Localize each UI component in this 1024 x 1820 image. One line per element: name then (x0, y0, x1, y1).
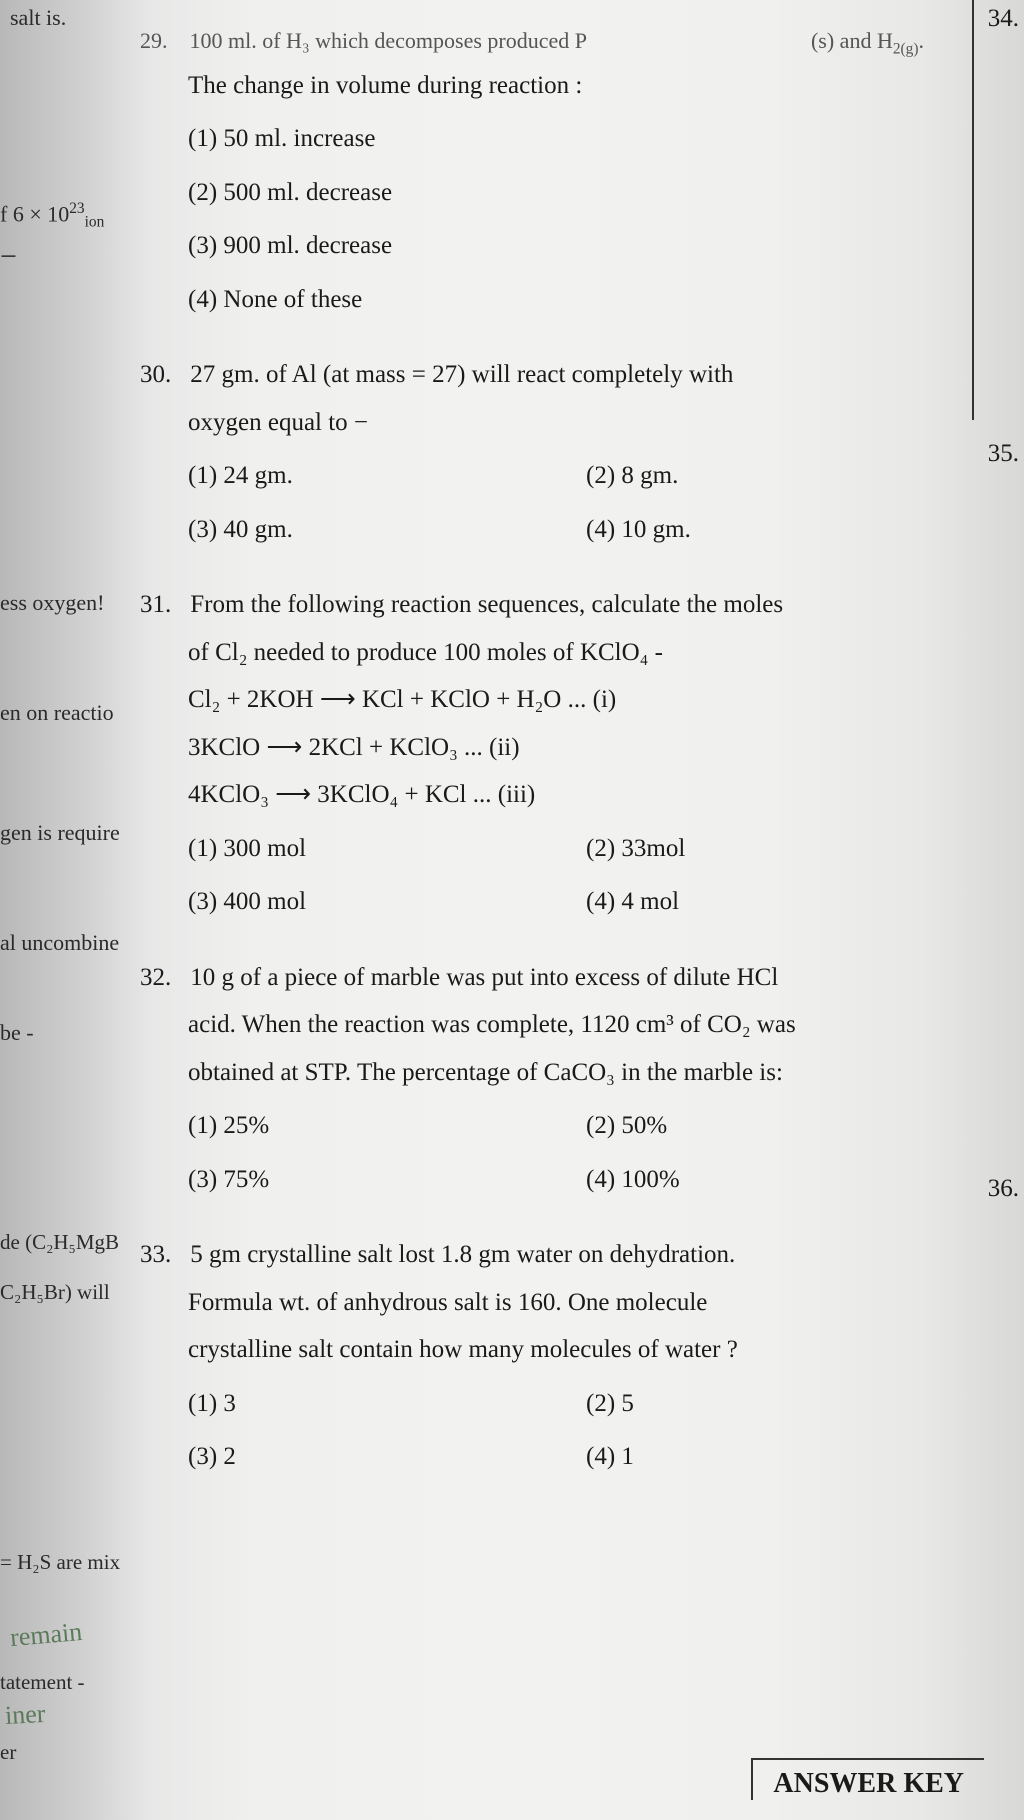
q30-line2: oxygen equal to − (140, 399, 984, 447)
q33-line2: Formula wt. of anhydrous salt is 160. On… (140, 1279, 984, 1327)
q29-options: (1) 50 ml. increase (2) 500 ml. decrease… (140, 115, 984, 323)
question-29: 29. 100 ml. of H₃ which decomposes produ… (140, 20, 984, 323)
q32-line2: acid. When the reaction was complete, 11… (140, 1001, 984, 1049)
option: (1) 25% (188, 1102, 586, 1150)
question-30: 30. 27 gm. of Al (at mass = 27) will rea… (140, 351, 984, 553)
edge-fragment: gen is require (0, 820, 120, 846)
q30-line1: 30. 27 gm. of Al (at mass = 27) will rea… (140, 351, 984, 399)
option: (3) 75% (188, 1156, 586, 1204)
edge-fragment: al uncombine (0, 930, 119, 956)
q31-line1: 31. From the following reaction sequence… (140, 581, 984, 629)
q33-line1: 33. 5 gm crystalline salt lost 1.8 gm wa… (140, 1231, 984, 1279)
q33-options: (1) 3 (2) 5 (3) 2 (4) 1 (140, 1380, 984, 1481)
q32-line3: obtained at STP. The percentage of CaCO₃… (140, 1049, 984, 1097)
option: (2) 50% (586, 1102, 984, 1150)
q33-line3: crystalline salt contain how many molecu… (140, 1326, 984, 1374)
right-margin: 34. 35. 36. (974, 0, 1024, 1820)
option: (4) 100% (586, 1156, 984, 1204)
edge-fragment: tatement - (0, 1670, 85, 1695)
edge-fragment: de (C₂H₅MgB (0, 1230, 119, 1255)
q31-eq3: 4KClO₃ ⟶ 3KClO₄ + KCl ... (iii) (140, 771, 984, 819)
option: (4) 1 (586, 1433, 984, 1481)
q31-eq2: 3KClO ⟶ 2KCl + KClO₃ ... (ii) (140, 724, 984, 772)
left-margin-fragments: salt is. f 6 × 1023ion − ess oxygen! en … (0, 0, 130, 1820)
question-33: 33. 5 gm crystalline salt lost 1.8 gm wa… (140, 1231, 984, 1481)
edge-fragment: er (0, 1740, 16, 1765)
q29-partial-top: 29. 100 ml. of H₃ which decomposes produ… (140, 20, 984, 62)
question-31: 31. From the following reaction sequence… (140, 581, 984, 926)
option: (3) 2 (188, 1433, 586, 1481)
option: (2) 500 ml. decrease (188, 169, 984, 217)
answer-key-label: ANSWER KEY (751, 1758, 984, 1800)
q31-eq1: Cl₂ + 2KOH ⟶ KCl + KClO + H₂O ... (i) (140, 676, 984, 724)
q-num-right: 35. (988, 440, 1019, 468)
q31-line2: of Cl₂ needed to produce 100 moles of KC… (140, 629, 984, 677)
option: (4) None of these (188, 276, 984, 324)
question-32: 32. 10 g of a piece of marble was put in… (140, 954, 984, 1204)
edge-fragment: = H₂S are mix (0, 1550, 120, 1575)
option: (1) 3 (188, 1380, 586, 1428)
q32-options: (1) 25% (2) 50% (3) 75% (4) 100% (140, 1102, 984, 1203)
edge-fragment: f 6 × 1023ion (0, 200, 104, 232)
edge-fragment: en on reactio (0, 700, 114, 726)
handwritten-annotation: remain (9, 1617, 84, 1653)
option: (3) 900 ml. decrease (188, 222, 984, 270)
handwritten-annotation: iner (4, 1699, 46, 1731)
option: (2) 5 (586, 1380, 984, 1428)
option: (3) 40 gm. (188, 506, 586, 554)
q29-text: The change in volume during reaction : (140, 62, 984, 110)
edge-fragment: C₂H₅Br) will (0, 1280, 110, 1305)
option: (1) 50 ml. increase (188, 115, 984, 163)
edge-fragment: be - (0, 1020, 34, 1046)
option: (2) 8 gm. (586, 452, 984, 500)
q-num-right: 36. (988, 1175, 1019, 1203)
option: (4) 10 gm. (586, 506, 984, 554)
option: (2) 33mol (586, 825, 984, 873)
q-num-right: 34. (988, 5, 1019, 33)
option: (4) 4 mol (586, 878, 984, 926)
option: (1) 24 gm. (188, 452, 586, 500)
page-content: salt is. f 6 × 1023ion − ess oxygen! en … (0, 0, 1024, 1820)
option: (3) 400 mol (188, 878, 586, 926)
q31-options: (1) 300 mol (2) 33mol (3) 400 mol (4) 4 … (140, 825, 984, 926)
q30-options: (1) 24 gm. (2) 8 gm. (3) 40 gm. (4) 10 g… (140, 452, 984, 553)
q32-line1: 32. 10 g of a piece of marble was put in… (140, 954, 984, 1002)
edge-fragment: ess oxygen! (0, 590, 104, 616)
edge-fragment: salt is. (10, 5, 66, 31)
option: (1) 300 mol (188, 825, 586, 873)
edge-fragment: − (0, 240, 17, 274)
